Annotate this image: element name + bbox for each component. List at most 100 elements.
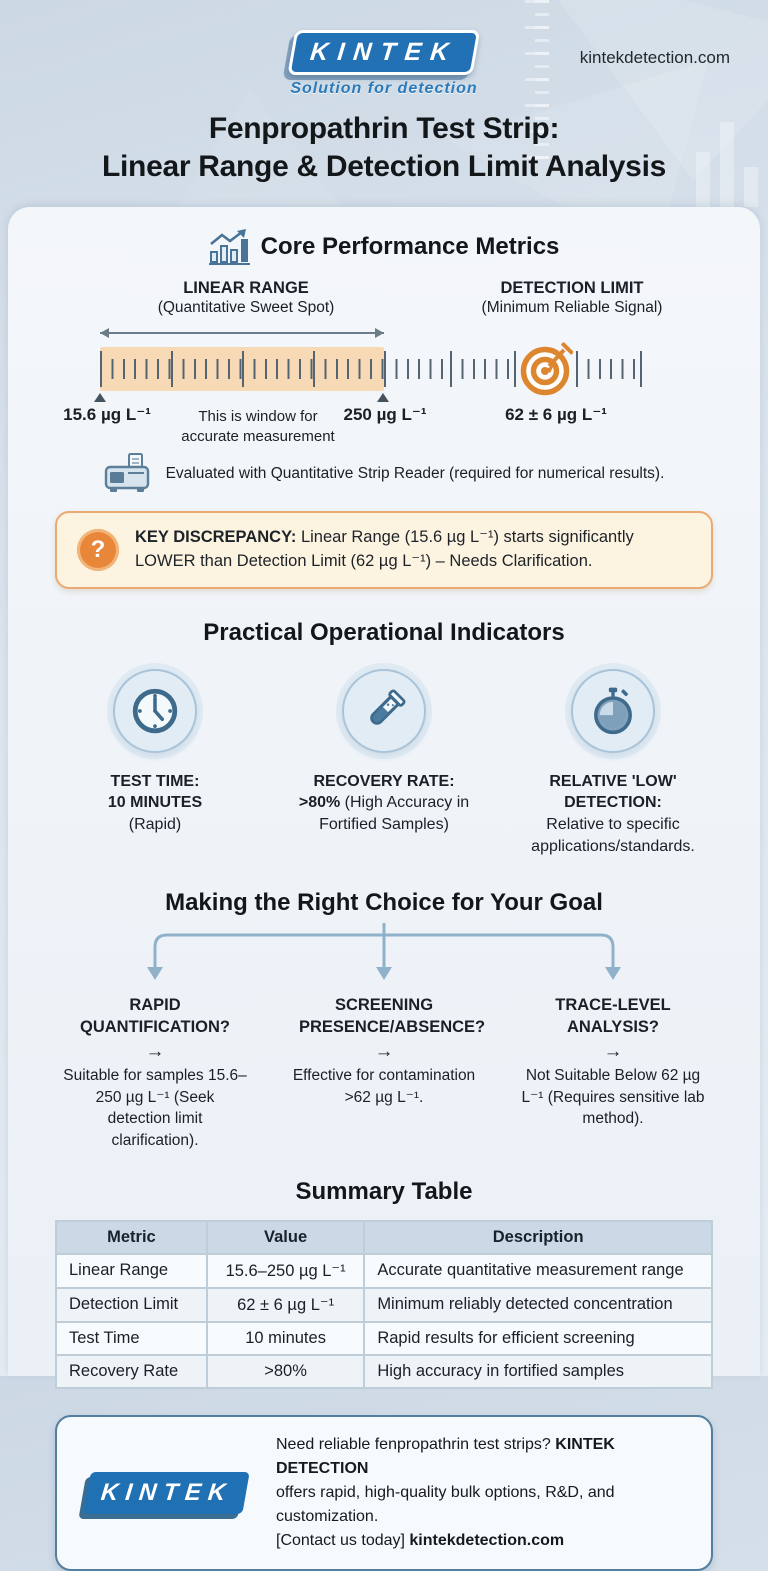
discrepancy-line1: Linear Range (15.6 µg L⁻¹) starts signif… [296, 528, 634, 546]
section-core-metrics-title: Core Performance Metrics [8, 229, 760, 265]
reader-note-text: Evaluated with Quantitative Strip Reader… [165, 465, 665, 482]
page-title-line1: Fenpropathrin Test Strip: [208, 112, 560, 145]
choice-heading: RAPID QUANTIFICATION? [79, 996, 230, 1036]
table-row: Linear Range 15.6–250 µg L⁻¹ Accurate quan… [55, 1252, 713, 1289]
linear-range-min-value: 15.6 µg L⁻¹ [63, 405, 151, 424]
decision-branch-arrows [147, 923, 621, 981]
table-row: Recovery Rate >80% High accuracy in fortif… [55, 1353, 713, 1389]
page-title-line2: Linear Range & Detection Limit Analysis [102, 150, 666, 184]
range-start-marker [94, 393, 106, 402]
down-arrow-glyph: → [374, 1041, 394, 1063]
detection-limit-label: DETECTION LIMIT (Minimum Reliable Signal… [482, 279, 663, 317]
indicator-test-time: TEST TIME: 10 MINUTES (Rapid) [50, 668, 260, 857]
table-cell: Minimum reliably detected concentration [363, 1286, 713, 1323]
indicator-detail: Relative to specific applications/standa… [531, 816, 695, 855]
table-header-cell: Value [205, 1219, 366, 1255]
down-arrow-glyph: → [145, 1041, 165, 1063]
decor-ruler-icon [505, 0, 549, 160]
table-header-cell: Metric [55, 1219, 208, 1255]
indicator-title: TEST TIME: [110, 772, 200, 790]
choice-body: Not Suitable Below 62 µg L⁻¹ (Requires s… [521, 1067, 705, 1128]
indicator-recovery-rate: RECOVERY RATE: >80% (High Accuracy in Fo… [279, 668, 489, 857]
table-cell: Rapid results for efficient screening [363, 1320, 713, 1356]
footer-logo: KINTEK [79, 1471, 254, 1514]
ruler-ticks [384, 351, 450, 387]
table-cell: Test Time [55, 1320, 208, 1356]
ruler-ticks [242, 351, 313, 387]
discrepancy-line2: LOWER than Detection Limit (62 µg L⁻¹) –… [135, 551, 593, 570]
choice-heading: TRACE-LEVEL ANALYSIS? [555, 996, 671, 1036]
ruler-ticks [313, 351, 384, 387]
range-diagram: LINEAR RANGE (Quantitative Sweet Spot) D… [8, 279, 760, 449]
ruler-ticks [100, 351, 171, 387]
linear-range-max-value: 250 µg L⁻¹ [343, 405, 427, 424]
bar-chart-growth-icon [208, 229, 250, 265]
range-note-line1: This is window for [198, 408, 318, 425]
section-summary-table-title: Summary Table [295, 1177, 473, 1205]
linear-range-subtitle: (Quantitative Sweet Spot) [157, 299, 335, 316]
choice-trace-level: TRACE-LEVEL ANALYSIS? → Not Suitable Bel… [508, 995, 718, 1152]
table-cell: 15.6–250 µg L⁻¹ [205, 1252, 366, 1289]
page-title: Fenpropathrin Test Strip: Linear Range &… [0, 110, 768, 186]
header: KINTEK Solution for detection kintekdete… [0, 0, 768, 207]
indicator-caption: RELATIVE 'LOW' DETECTION: Relative to sp… [508, 771, 718, 857]
table-row: Detection Limit 62 ± 6 µg L⁻¹ Minimum reli… [55, 1286, 713, 1323]
indicator-relative-detection: RELATIVE 'LOW' DETECTION: Relative to sp… [508, 668, 718, 857]
strip-reader-icon [104, 453, 149, 492]
discrepancy-label: KEY DISCREPANCY: [135, 528, 297, 546]
section-indicators-title: Practical Operational Indicators [203, 618, 565, 646]
indicator-circle [342, 668, 426, 753]
choice-body: Suitable for samples 15.6–250 µg L⁻¹ (Se… [63, 1067, 247, 1150]
test-tube-icon [370, 689, 406, 725]
section-choice-title: Making the Right Choice for Your Goal [165, 889, 603, 917]
concentration-ruler [100, 328, 642, 396]
indicator-value: 10 MINUTES [107, 794, 203, 812]
summary-table: Metric Value Description Linear Range 15.6–… [55, 1219, 713, 1389]
detection-limit-value: 62 ± 6 µg L⁻¹ [505, 405, 607, 424]
detection-limit-title: DETECTION LIMIT [500, 279, 644, 297]
ruler-ticks [171, 351, 242, 387]
down-arrow-glyph: → [603, 1041, 623, 1063]
indicator-value: >80% [298, 794, 341, 812]
indicator-detail: >80% (High Accuracy in Fortified Samples… [279, 792, 489, 835]
decor-bar-chart-icon [696, 117, 758, 207]
choice-body: Effective for contamination >62 µg L⁻¹. [292, 1067, 476, 1106]
indicator-circle [571, 668, 655, 753]
indicator-caption: TEST TIME: 10 MINUTES (Rapid) [50, 771, 260, 836]
ruler-ticks [576, 351, 642, 387]
website-link[interactable]: kintekdetection.com [579, 48, 730, 67]
ruler-ticks [450, 351, 516, 387]
indicators-row: TEST TIME: 10 MINUTES (Rapid) RE [8, 668, 760, 857]
kintek-logo-badge: KINTEK [83, 1471, 250, 1514]
clock-icon [132, 688, 178, 734]
table-cell: 10 minutes [205, 1320, 366, 1356]
discrepancy-text: KEY DISCREPANCY: Linear Range (15.6 µg L… [135, 526, 634, 574]
range-note-line2: accurate measurement [181, 428, 335, 446]
table-cell: >80% [205, 1353, 366, 1389]
choice-heading: SCREENING PRESENCE/ABSENCE? [299, 996, 486, 1036]
range-span-arrow [100, 328, 384, 338]
footer-text: Need reliable fenpropathrin test strips?… [276, 1435, 615, 1549]
table-row: Test Time 10 minutes Rapid results for eff… [55, 1320, 713, 1356]
footer-cta: KINTEK Need reliable fenpropathrin test … [55, 1414, 713, 1571]
indicator-caption: RECOVERY RATE: >80% (High Accuracy in Fo… [279, 771, 489, 836]
table-cell: Accurate quantitative measurement range [363, 1252, 713, 1289]
range-note: This is window for accurate measurement [181, 407, 334, 448]
table-cell: High accuracy in fortified samples [363, 1353, 713, 1389]
detection-limit-subtitle: (Minimum Reliable Signal) [481, 299, 663, 316]
linear-range-highlight [100, 347, 384, 391]
table-header-row: Metric Value Description [55, 1219, 713, 1255]
kintek-logo-text: KINTEK [99, 1478, 234, 1506]
bullseye-target-icon [520, 342, 573, 396]
footer-website-link[interactable]: kintekdetection.com [409, 1531, 565, 1549]
choice-columns: RAPID QUANTIFICATION? → Suitable for sam… [8, 995, 760, 1152]
table-header-cell: Description [363, 1219, 713, 1255]
key-discrepancy-callout: ? KEY DISCREPANCY: Linear Range (15.6 µg… [55, 511, 713, 589]
indicator-title: RELATIVE 'LOW' DETECTION: [549, 772, 677, 812]
indicator-title: RECOVERY RATE: [313, 772, 455, 790]
linear-range-label: LINEAR RANGE (Quantitative Sweet Spot) [158, 279, 335, 317]
reader-note-row: Evaluated with Quantitative Strip Reader… [8, 453, 760, 495]
content-card: Core Performance Metrics LINEAR RANGE (Q… [8, 207, 760, 1571]
summary-table-body: Linear Range 15.6–250 µg L⁻¹ Accurate quan… [55, 1252, 713, 1389]
indicator-circle [113, 668, 197, 753]
